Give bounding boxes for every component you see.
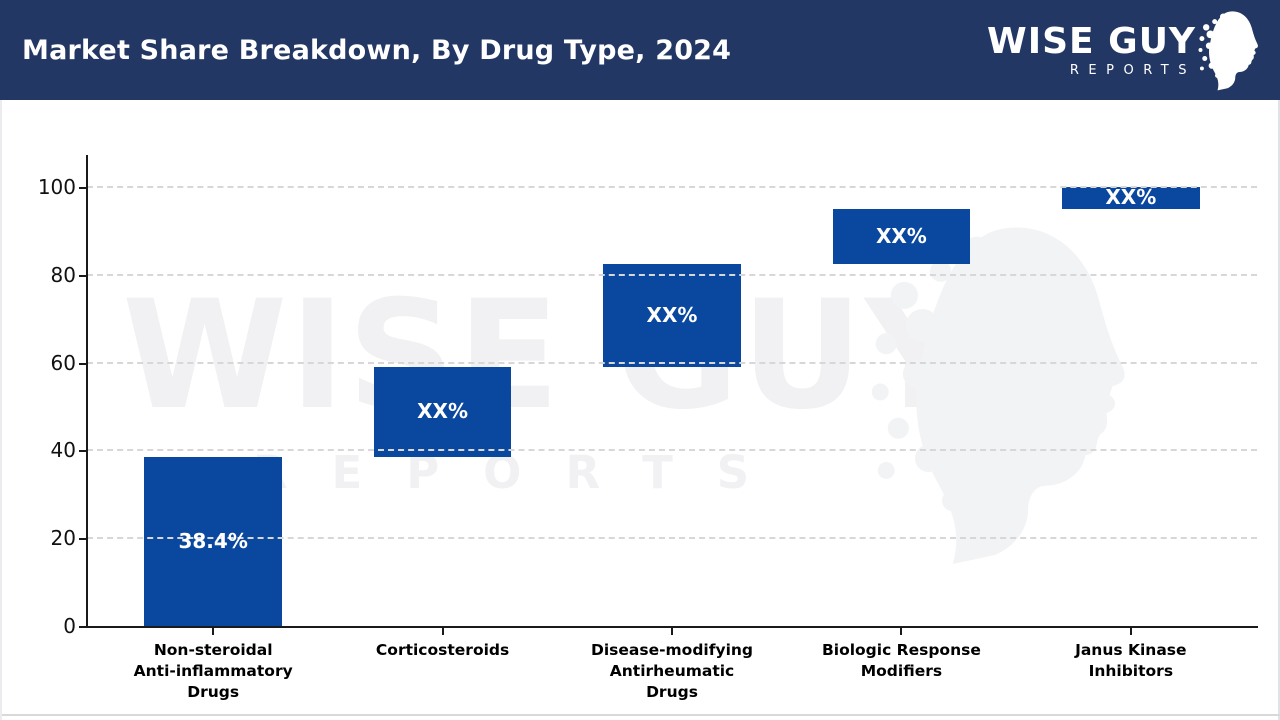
category-label: Corticosteroids xyxy=(375,641,510,659)
bar xyxy=(373,366,512,458)
y-axis-line xyxy=(86,155,88,628)
x-tick-mark xyxy=(900,628,903,635)
waterfall-chart: 0 20 40 60 80 100 38.4% Non-steroidal Anti-infla… xyxy=(2,100,1280,715)
bar-value-label: XX% xyxy=(1105,184,1157,209)
gridline xyxy=(87,273,1257,276)
brand-subname: REPORTS xyxy=(1069,62,1196,78)
y-tick-label: 0 xyxy=(63,614,76,638)
y-tick-mark xyxy=(79,538,87,541)
x-tick-mark xyxy=(1129,628,1132,635)
y-tick-mark xyxy=(79,450,87,453)
y-tick-mark xyxy=(79,362,87,365)
footer-divider xyxy=(2,714,1280,716)
brand-logo-text: WISE GUY REPORTS xyxy=(986,20,1196,78)
y-tick-mark xyxy=(79,274,87,277)
category-label: Disease-modifying Antirheumatic Drugs xyxy=(590,641,754,701)
gridline xyxy=(87,537,1257,540)
x-tick-mark xyxy=(671,628,673,635)
category-label: Non-steroidal Anti-inflammatory Drugs xyxy=(133,641,293,701)
header-bar: Market Share Breakdown, By Drug Type, 20… xyxy=(0,0,1280,100)
y-tick-label: 100 xyxy=(37,175,76,199)
category-label: Biologic Response Modifiers xyxy=(821,641,981,680)
y-tick-mark xyxy=(79,626,87,628)
brand-logo: WISE GUY REPORTS xyxy=(987,7,1280,93)
brand-name: WISE GUY xyxy=(986,20,1196,62)
bar xyxy=(144,457,282,626)
bar-value-label: 38.4% xyxy=(178,528,248,553)
bar-value-label: XX% xyxy=(646,302,698,327)
x-tick-mark xyxy=(212,628,215,635)
y-tick-mark xyxy=(79,187,87,189)
y-tick-label: 60 xyxy=(50,350,76,375)
bar-value-label: XX% xyxy=(875,223,927,248)
page-title: Market Share Breakdown, By Drug Type, 20… xyxy=(22,34,732,66)
gridline xyxy=(87,361,1257,364)
y-tick-label: 20 xyxy=(50,526,76,551)
gridline xyxy=(87,449,1257,452)
x-tick-mark xyxy=(441,628,444,635)
bar xyxy=(1062,187,1200,209)
y-tick-label: 40 xyxy=(50,438,76,463)
bar-value-label: XX% xyxy=(417,399,469,424)
gridline xyxy=(87,186,1257,188)
bar xyxy=(603,264,741,367)
y-tick-label: 80 xyxy=(50,262,76,287)
x-axis-line xyxy=(86,626,1258,628)
category-label: Janus Kinase Inhibitors xyxy=(1075,641,1187,680)
brand-head-icon xyxy=(1198,11,1258,91)
